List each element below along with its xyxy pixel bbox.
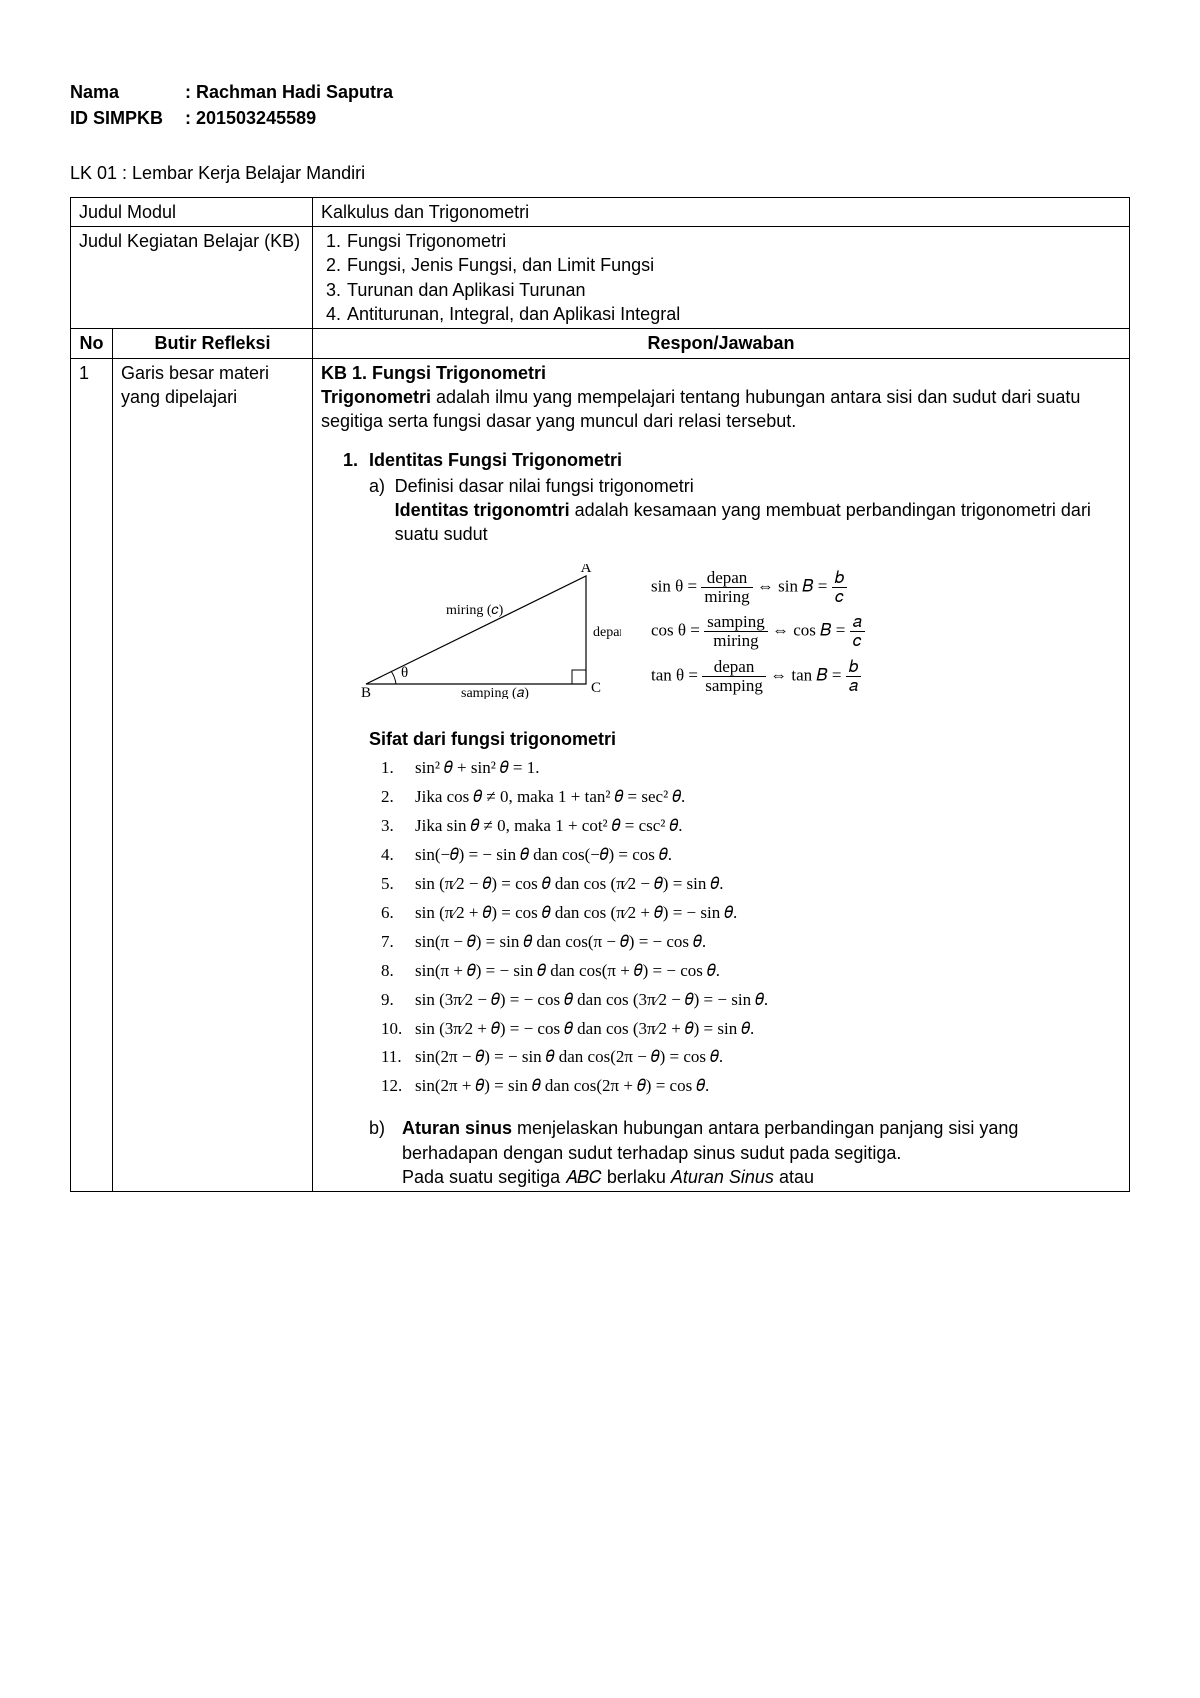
row-no: 1 [71,358,113,1192]
trig-def: adalah ilmu yang mempelajari tentang hub… [321,387,1080,431]
props-list: 1.sin² 𝜃 + sin² 𝜃 = 1. 2.Jika cos 𝜃 ≠ 0,… [321,757,1121,1098]
svg-text:depan (𝑏): depan (𝑏) [593,625,621,640]
svg-text:samping (𝑎): samping (𝑎) [461,686,529,699]
trig-term: Trigonometri [321,387,431,407]
kb-item: Fungsi, Jenis Fungsi, dan Limit Fungsi [347,253,654,277]
row-butir: Garis besar materi yang dipelajari [113,358,313,1192]
kb1-title: KB 1. Fungsi Trigonometri [321,363,546,383]
lk-title: LK 01 : Lembar Kerja Belajar Mandiri [70,161,1130,185]
row-respon: KB 1. Fungsi Trigonometri Trigonometri a… [313,358,1130,1192]
svg-text:B: B [361,685,371,699]
th-respon: Respon/Jawaban [313,329,1130,358]
sec1a-line1: Definisi dasar nilai fungsi trigonometri [395,474,1121,498]
sec1b: b) Aturan sinus menjelaskan hubungan ant… [321,1116,1121,1189]
judul-kb-label: Judul Kegiatan Belajar (KB) [71,227,313,329]
kb-item: Turunan dan Aplikasi Turunan [347,278,586,302]
svg-text:miring (𝑐): miring (𝑐) [446,603,504,618]
id-label: ID SIMPKB [70,106,185,130]
svg-text:θ: θ [401,665,408,681]
judul-modul-label: Judul Modul [71,197,313,226]
sec1-title: Identitas Fungsi Trigonometri [369,450,622,470]
kb-item: Antiturunan, Integral, dan Aplikasi Inte… [347,302,680,326]
svg-text:C: C [591,680,601,696]
th-butir: Butir Refleksi [113,329,313,358]
document-header: Nama : Rachman Hadi Saputra ID SIMPKB : … [70,80,1130,131]
props-title: Sifat dari fungsi trigonometri [321,727,1121,751]
triangle-diagram: A B C θ miring (𝑐) depan (𝑏) samping (𝑎)… [321,547,1121,713]
kb-item: Fungsi Trigonometri [347,229,506,253]
name-value: : Rachman Hadi Saputra [185,80,393,104]
main-table: Judul Modul Kalkulus dan Trigonometri Ju… [70,197,1130,1192]
judul-modul-value: Kalkulus dan Trigonometri [313,197,1130,226]
svg-text:A: A [581,564,592,576]
name-label: Nama [70,80,185,104]
id-value: : 201503245589 [185,106,316,130]
th-no: No [71,329,113,358]
kb-list-cell: 1.Fungsi Trigonometri 2.Fungsi, Jenis Fu… [313,227,1130,329]
triangle-svg: A B C θ miring (𝑐) depan (𝑏) samping (𝑎) [361,564,621,699]
